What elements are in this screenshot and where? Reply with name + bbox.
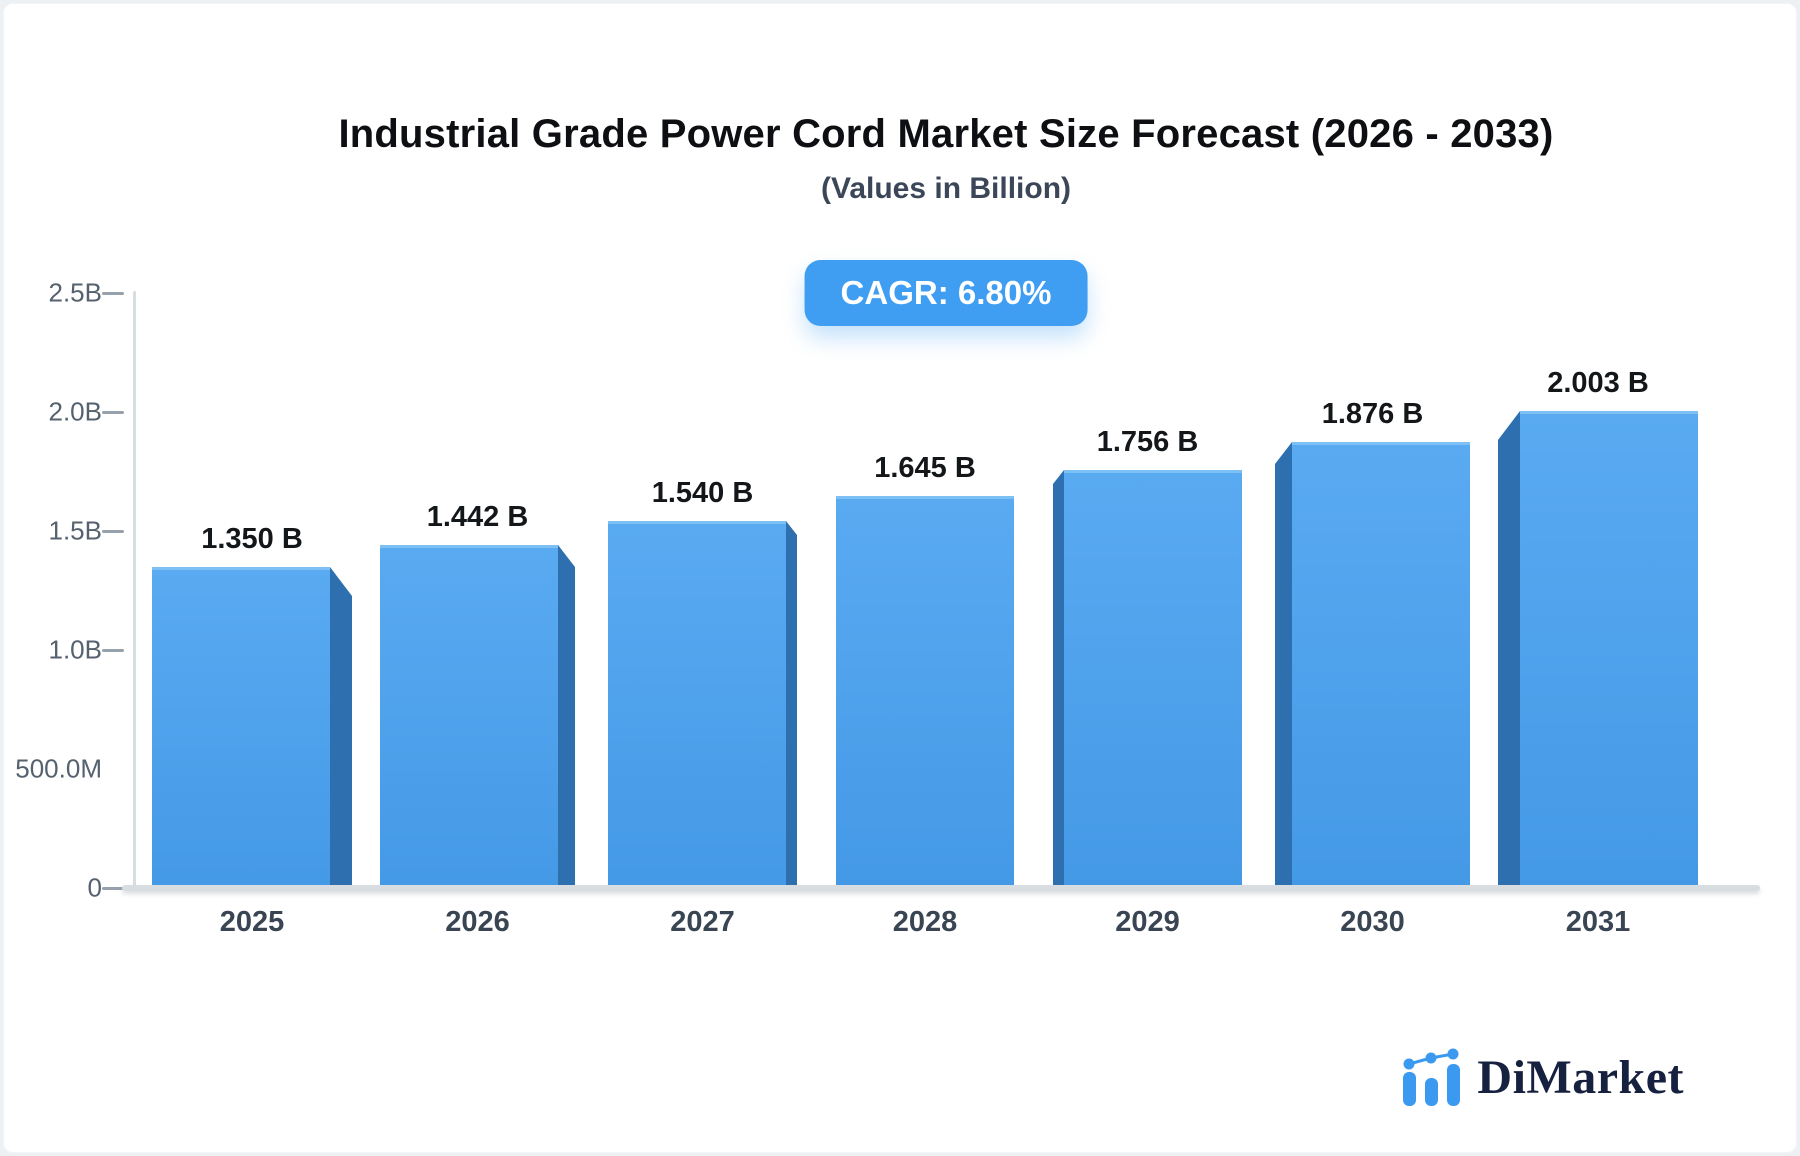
- chart-card: Industrial Grade Power Cord Market Size …: [3, 3, 1797, 1153]
- x-axis-label: 2030: [1340, 906, 1405, 938]
- bar-value-label: 1.540 B: [651, 477, 754, 509]
- y-axis-tick: [102, 291, 124, 295]
- bar-side-facet: [786, 521, 797, 888]
- bar[interactable]: [836, 496, 1014, 891]
- y-axis-tick: [102, 529, 124, 533]
- x-axis-line: [122, 885, 1760, 891]
- bar[interactable]: [1520, 411, 1698, 891]
- bar[interactable]: [380, 545, 558, 891]
- y-axis-tick: [102, 410, 124, 414]
- chart-subtitle: (Values in Billion): [820, 172, 1072, 205]
- y-axis-label: 0: [87, 872, 102, 903]
- bar-value-label: 1.645 B: [874, 452, 976, 484]
- y-axis-tick: [102, 648, 124, 652]
- bar[interactable]: [152, 567, 330, 891]
- bar-side-facet: [558, 545, 575, 888]
- bar-value-label: 1.350 B: [201, 523, 303, 555]
- y-axis-label: 1.5B: [48, 515, 103, 546]
- x-axis-label: 2028: [892, 906, 958, 938]
- x-axis-label: 2031: [1565, 906, 1631, 938]
- x-axis-label: 2025: [219, 906, 285, 938]
- chart-title: Industrial Grade Power Cord Market Size …: [338, 112, 1554, 156]
- bar-value-label: 2.003 B: [1547, 367, 1649, 399]
- y-axis-label: 2.0B: [48, 396, 103, 427]
- bar-value-label: 1.756 B: [1096, 426, 1199, 458]
- bar[interactable]: [1064, 470, 1242, 891]
- bar-value-label: 1.876 B: [1321, 398, 1424, 430]
- y-axis-label: 1.0B: [48, 634, 103, 665]
- y-axis-label: 2.5B: [48, 277, 103, 308]
- logo: DiMarket: [1401, 1048, 1684, 1106]
- x-axis-label: 2026: [445, 906, 510, 938]
- logo-text: DiMarket: [1477, 1050, 1684, 1104]
- y-axis-tick: [102, 886, 124, 890]
- bar[interactable]: [1292, 442, 1470, 891]
- bar[interactable]: [608, 521, 786, 891]
- y-axis-label: 500.0M: [15, 753, 102, 784]
- x-axis-label: 2027: [670, 906, 735, 938]
- bar-chart-logo-icon: [1403, 1048, 1461, 1106]
- y-axis-line: [133, 291, 136, 891]
- x-axis-label: 2029: [1115, 906, 1180, 938]
- bar-side-facet: [1498, 411, 1520, 888]
- cagr-badge: CAGR: 6.80%: [804, 260, 1088, 326]
- bar-value-label: 1.442 B: [426, 501, 529, 533]
- bar-side-facet: [330, 567, 352, 888]
- bar-side-facet: [1053, 470, 1064, 888]
- bar-side-facet: [1275, 442, 1292, 888]
